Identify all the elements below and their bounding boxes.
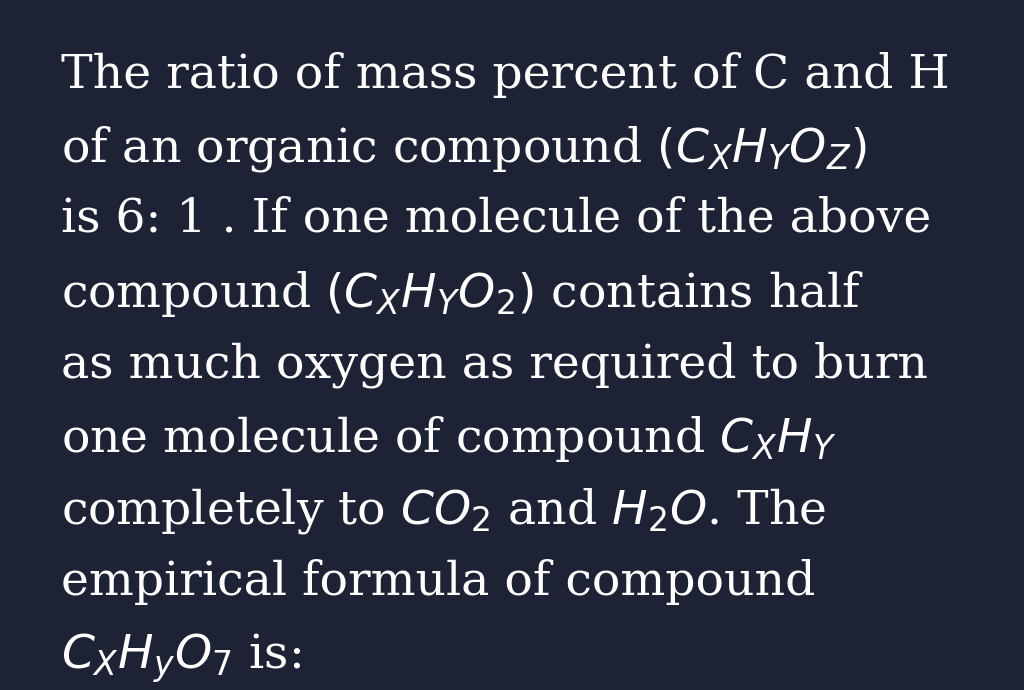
Text: empirical formula of compound: empirical formula of compound xyxy=(61,559,816,605)
Text: of an organic compound $(C_{X}H_{Y}O_{Z})$: of an organic compound $(C_{X}H_{Y}O_{Z}… xyxy=(61,124,866,174)
Text: compound $(C_{X}H_{Y}O_{2})$ contains half: compound $(C_{X}H_{Y}O_{2})$ contains ha… xyxy=(61,269,864,319)
Text: one molecule of compound $C_{X}H_{Y}$: one molecule of compound $C_{X}H_{Y}$ xyxy=(61,414,837,464)
Text: is 6: 1 . If one molecule of the above: is 6: 1 . If one molecule of the above xyxy=(61,197,932,242)
Text: The ratio of mass percent of C and H: The ratio of mass percent of C and H xyxy=(61,52,950,98)
Text: $C_{X}H_{y}O_{7}$ is:: $C_{X}H_{y}O_{7}$ is: xyxy=(61,631,301,685)
Text: completely to $CO_{2}$ and $H_{2}O$. The: completely to $CO_{2}$ and $H_{2}O$. The xyxy=(61,486,826,536)
Text: as much oxygen as required to burn: as much oxygen as required to burn xyxy=(61,342,929,388)
